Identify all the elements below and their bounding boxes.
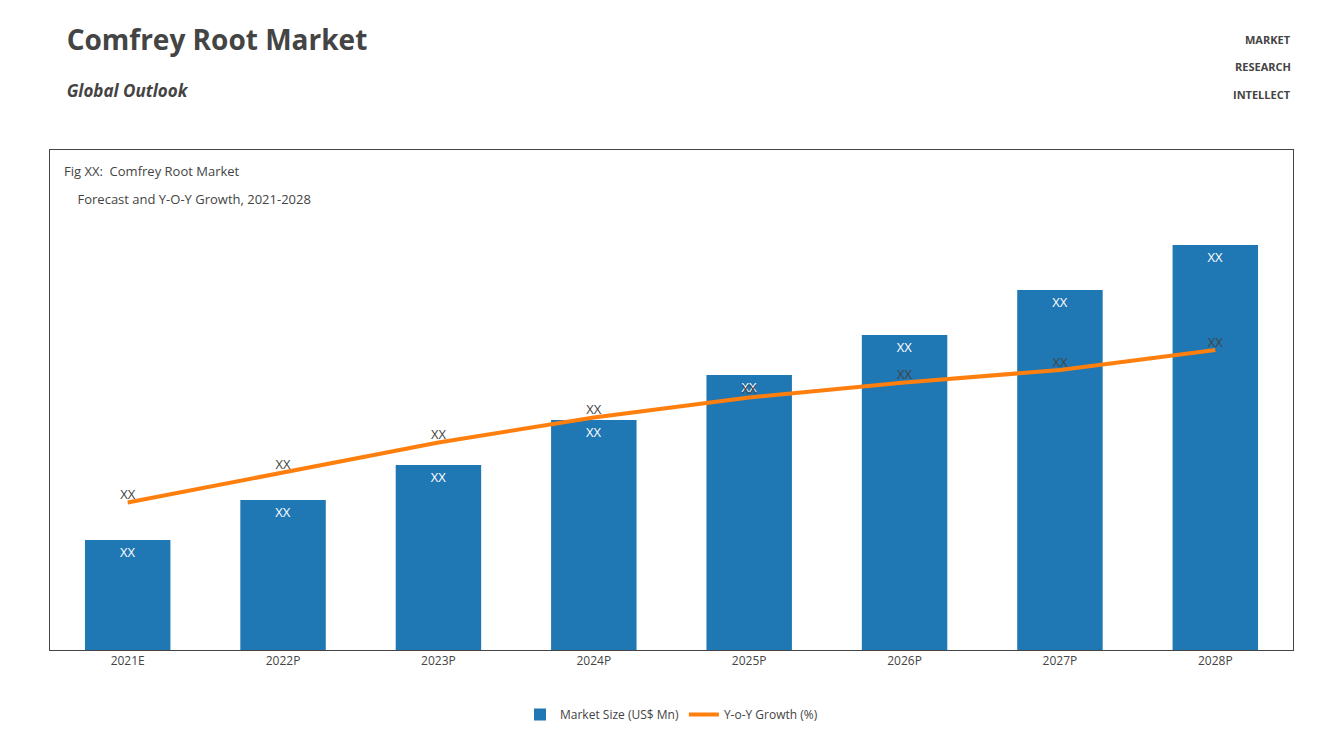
svg-text:Comfrey Root Market: Comfrey Root Market [67,20,368,58]
svg-text:XX: XX [1052,293,1068,311]
svg-text:XX: XX [431,468,447,486]
svg-text:2021E: 2021E [111,652,145,669]
svg-text:2028P: 2028P [1198,652,1233,669]
svg-text:Market Size (US$ Mn): Market Size (US$ Mn) [560,706,679,723]
svg-text:RESEARCH: RESEARCH [1235,59,1291,74]
svg-text:XX: XX [276,455,292,473]
svg-text:2024P: 2024P [576,652,611,669]
svg-text:2026P: 2026P [887,652,922,669]
svg-text:XX: XX [897,338,913,356]
svg-text:XX: XX [742,380,758,398]
svg-text:Global Outlook: Global Outlook [67,79,189,102]
svg-text:XX: XX [586,423,602,441]
svg-text:XX: XX [275,503,291,521]
svg-text:2025P: 2025P [732,652,767,669]
svg-text:XX: XX [1208,248,1224,266]
svg-text:2027P: 2027P [1043,652,1078,669]
svg-text:XX: XX [1208,333,1224,351]
svg-text:2022P: 2022P [266,652,301,669]
svg-text:XX: XX [431,425,447,443]
svg-text:XX: XX [897,365,913,383]
svg-text:MARKET: MARKET [1245,32,1291,47]
svg-text:Y-o-Y Growth (%): Y-o-Y Growth (%) [724,706,818,723]
svg-text:INTELLECT: INTELLECT [1233,87,1291,102]
svg-text:XX: XX [741,378,757,396]
svg-text:XX: XX [1052,353,1068,371]
svg-text:2023P: 2023P [421,652,456,669]
svg-text:Forecast and Y-O-Y Growth, 202: Forecast and Y-O-Y Growth, 2021-2028 [64,190,311,208]
svg-text:Fig XX: Comfrey Root Market: Fig XX: Comfrey Root Market [64,162,240,180]
svg-text:XX: XX [586,400,602,418]
svg-text:XX: XX [120,543,136,561]
svg-text:XX: XX [120,485,136,503]
